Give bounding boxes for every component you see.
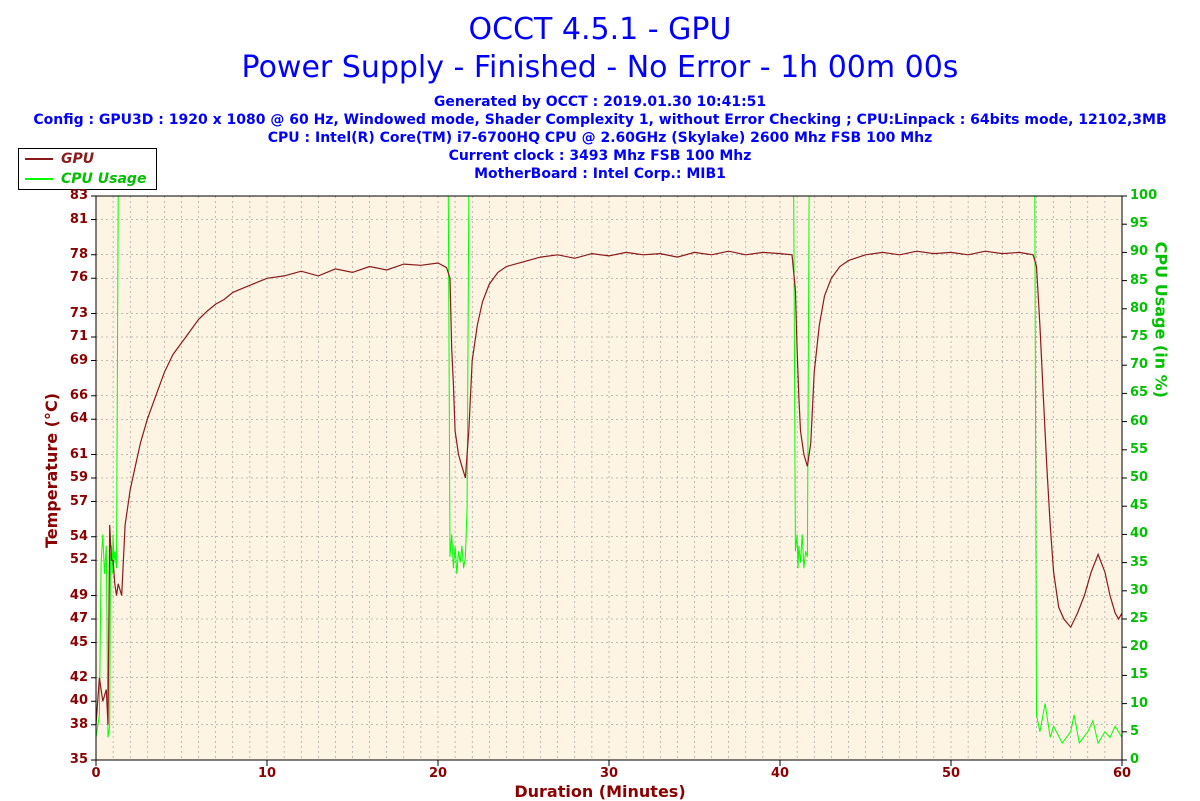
x-tick-label: 20: [418, 766, 458, 781]
y1-tick-label: 73: [52, 306, 88, 321]
y1-tick-label: 78: [52, 247, 88, 262]
x-axis-label: Duration (Minutes): [0, 782, 1200, 801]
y2-tick-label: 50: [1130, 470, 1166, 485]
plot-area: [0, 0, 1200, 799]
y2-tick-label: 95: [1130, 216, 1166, 231]
y1-tick-label: 69: [52, 353, 88, 368]
x-tick-label: 0: [76, 766, 116, 781]
x-tick-label: 60: [1102, 766, 1142, 781]
y1-tick-label: 40: [52, 693, 88, 708]
occt-chart-page: OCCT 4.5.1 - GPU Power Supply - Finished…: [0, 0, 1200, 799]
y1-tick-label: 76: [52, 270, 88, 285]
y2-tick-label: 35: [1130, 555, 1166, 570]
y1-tick-label: 49: [52, 588, 88, 603]
y1-tick-label: 83: [52, 188, 88, 203]
y1-axis-label: Temperature (°C): [42, 393, 61, 548]
y2-tick-label: 20: [1130, 639, 1166, 654]
y2-tick-label: 40: [1130, 526, 1166, 541]
y2-tick-label: 15: [1130, 667, 1166, 682]
y1-tick-label: 38: [52, 717, 88, 732]
y2-tick-label: 60: [1130, 414, 1166, 429]
y2-tick-label: 0: [1130, 752, 1166, 767]
y1-tick-label: 47: [52, 611, 88, 626]
y1-tick-label: 42: [52, 670, 88, 685]
y1-tick-label: 45: [52, 635, 88, 650]
x-tick-label: 10: [247, 766, 287, 781]
x-tick-label: 30: [589, 766, 629, 781]
y2-tick-label: 25: [1130, 611, 1166, 626]
y1-tick-label: 81: [52, 212, 88, 227]
y1-tick-label: 71: [52, 329, 88, 344]
y2-tick-label: 10: [1130, 696, 1166, 711]
y1-tick-label: 52: [52, 552, 88, 567]
x-tick-label: 40: [760, 766, 800, 781]
x-tick-label: 50: [931, 766, 971, 781]
y2-tick-label: 55: [1130, 442, 1166, 457]
y2-tick-label: 30: [1130, 583, 1166, 598]
y2-axis-label: CPU Usage (in %): [1151, 242, 1170, 398]
y2-tick-label: 45: [1130, 498, 1166, 513]
y2-tick-label: 100: [1130, 188, 1166, 203]
y2-tick-label: 5: [1130, 724, 1166, 739]
y1-tick-label: 35: [52, 752, 88, 767]
